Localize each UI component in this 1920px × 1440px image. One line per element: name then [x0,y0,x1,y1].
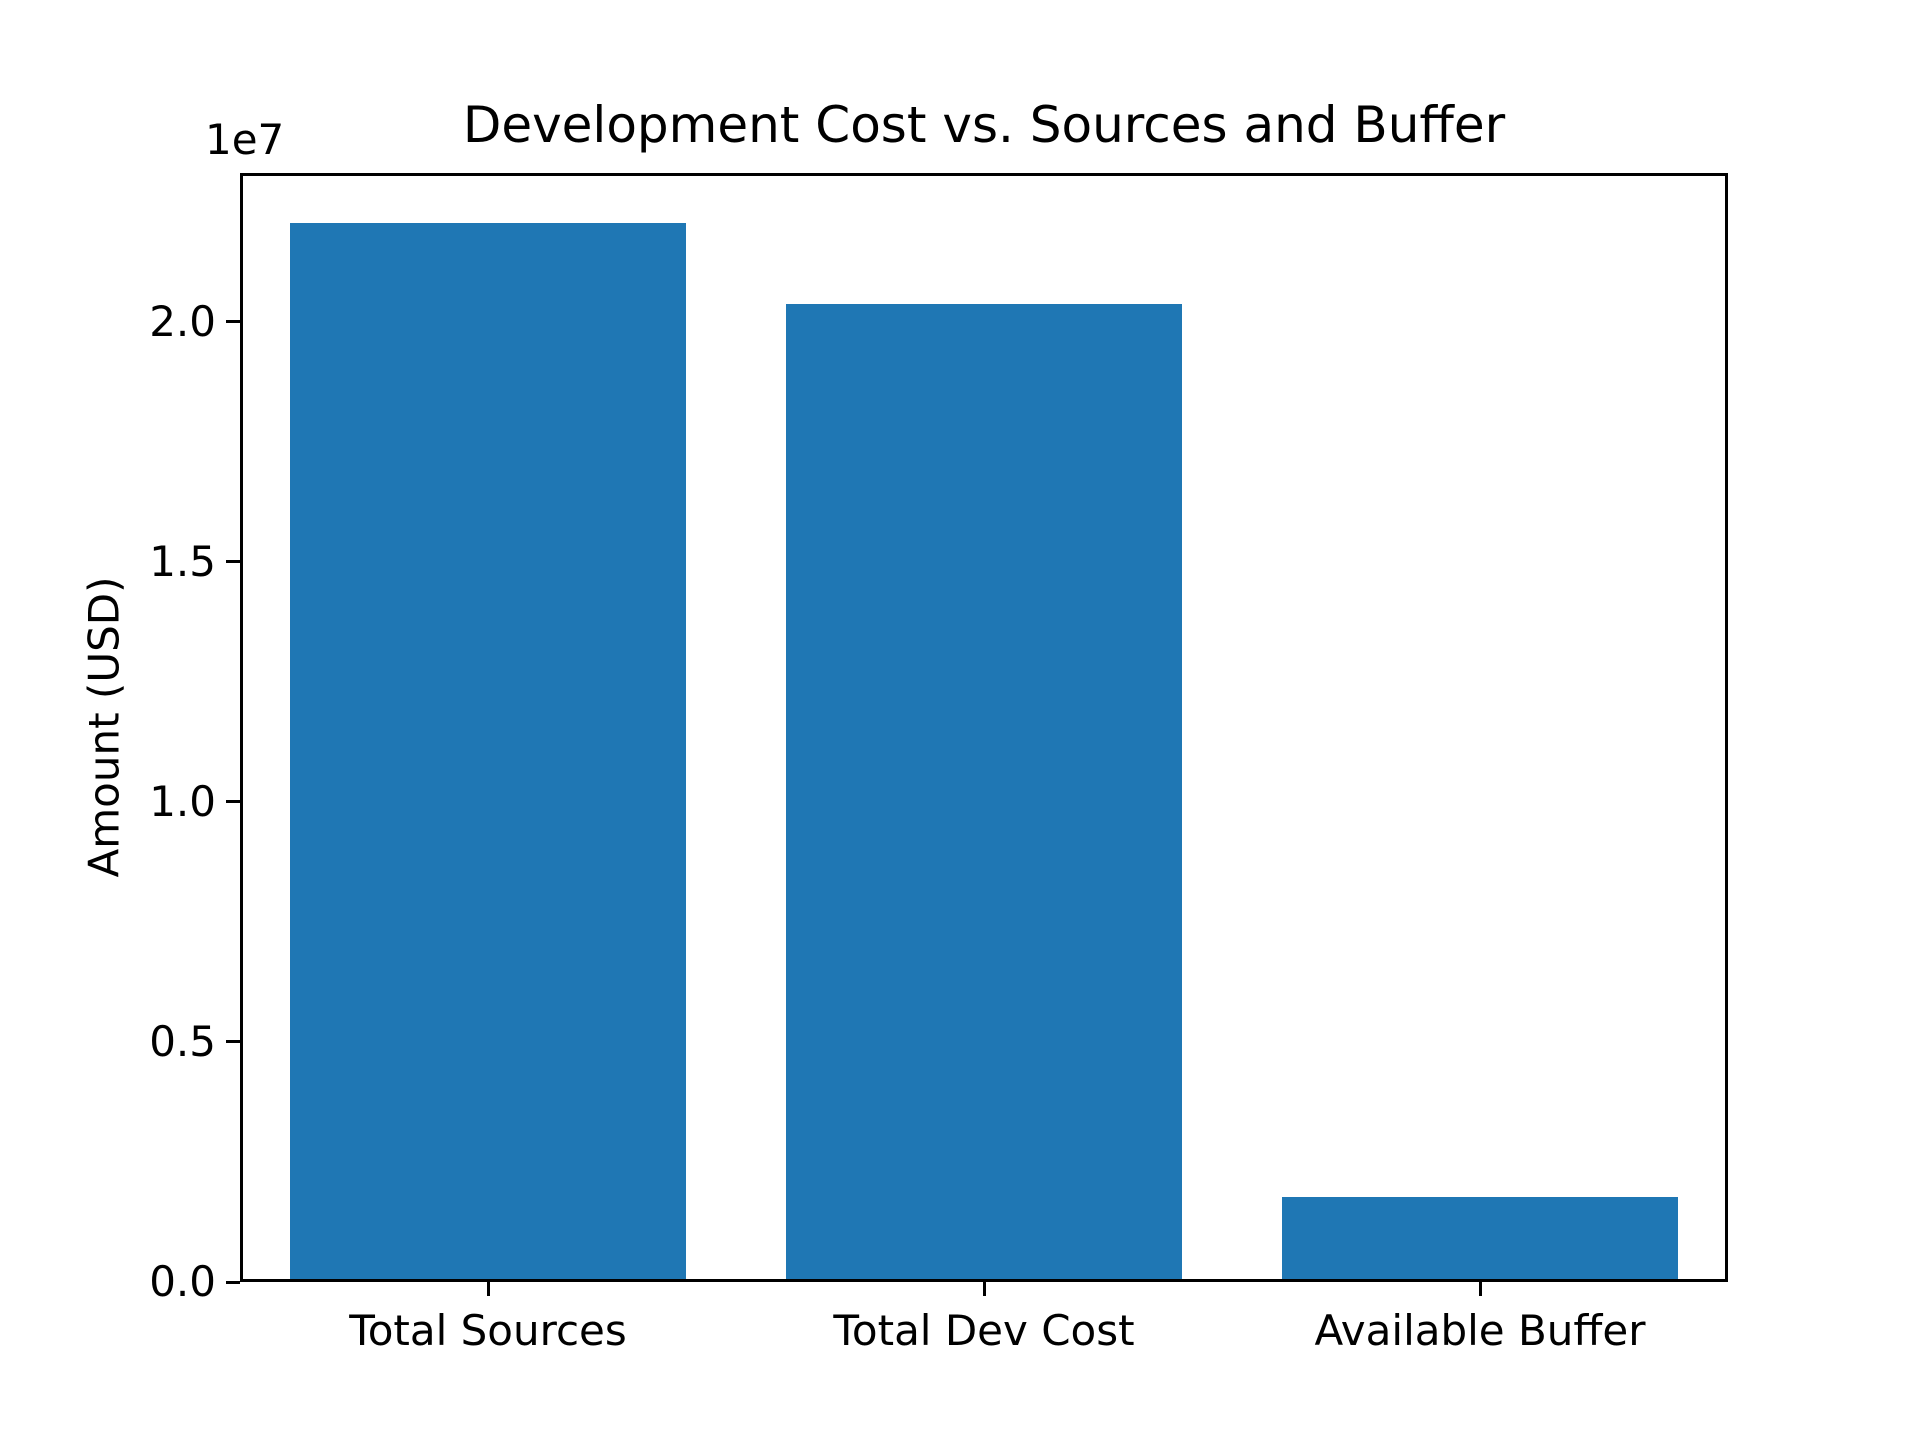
y-tick-label: 0.0 [149,1257,216,1306]
y-tick-label: 0.5 [149,1016,216,1066]
x-tick-label: Available Buffer [1314,1306,1646,1355]
bar-total-sources [289,222,687,1279]
bar-available-buffer [1281,1197,1679,1279]
y-tick-mark [226,1280,240,1284]
x-tick-mark [1478,1282,1482,1296]
y-tick-mark [226,560,240,564]
x-tick-mark [486,1282,490,1296]
chart-title: Development Cost vs. Sources and Buffer [462,96,1506,154]
y-tick-label: 1.0 [149,776,216,826]
x-tick-label: Total Sources [349,1306,627,1355]
y-tick-mark [226,320,240,324]
y-tick-mark [226,800,240,804]
y-tick-mark [226,1040,240,1044]
bar-total-dev-cost [785,304,1183,1279]
y-axis-label: Amount (USD) [79,576,129,878]
x-tick-label: Total Dev Cost [833,1306,1135,1355]
y-tick-label: 1.5 [149,536,216,586]
y-axis-offset-label: 1e7 [205,115,285,164]
y-tick-label: 2.0 [149,296,216,346]
x-tick-mark [982,1282,986,1296]
plot-area [240,173,1728,1282]
